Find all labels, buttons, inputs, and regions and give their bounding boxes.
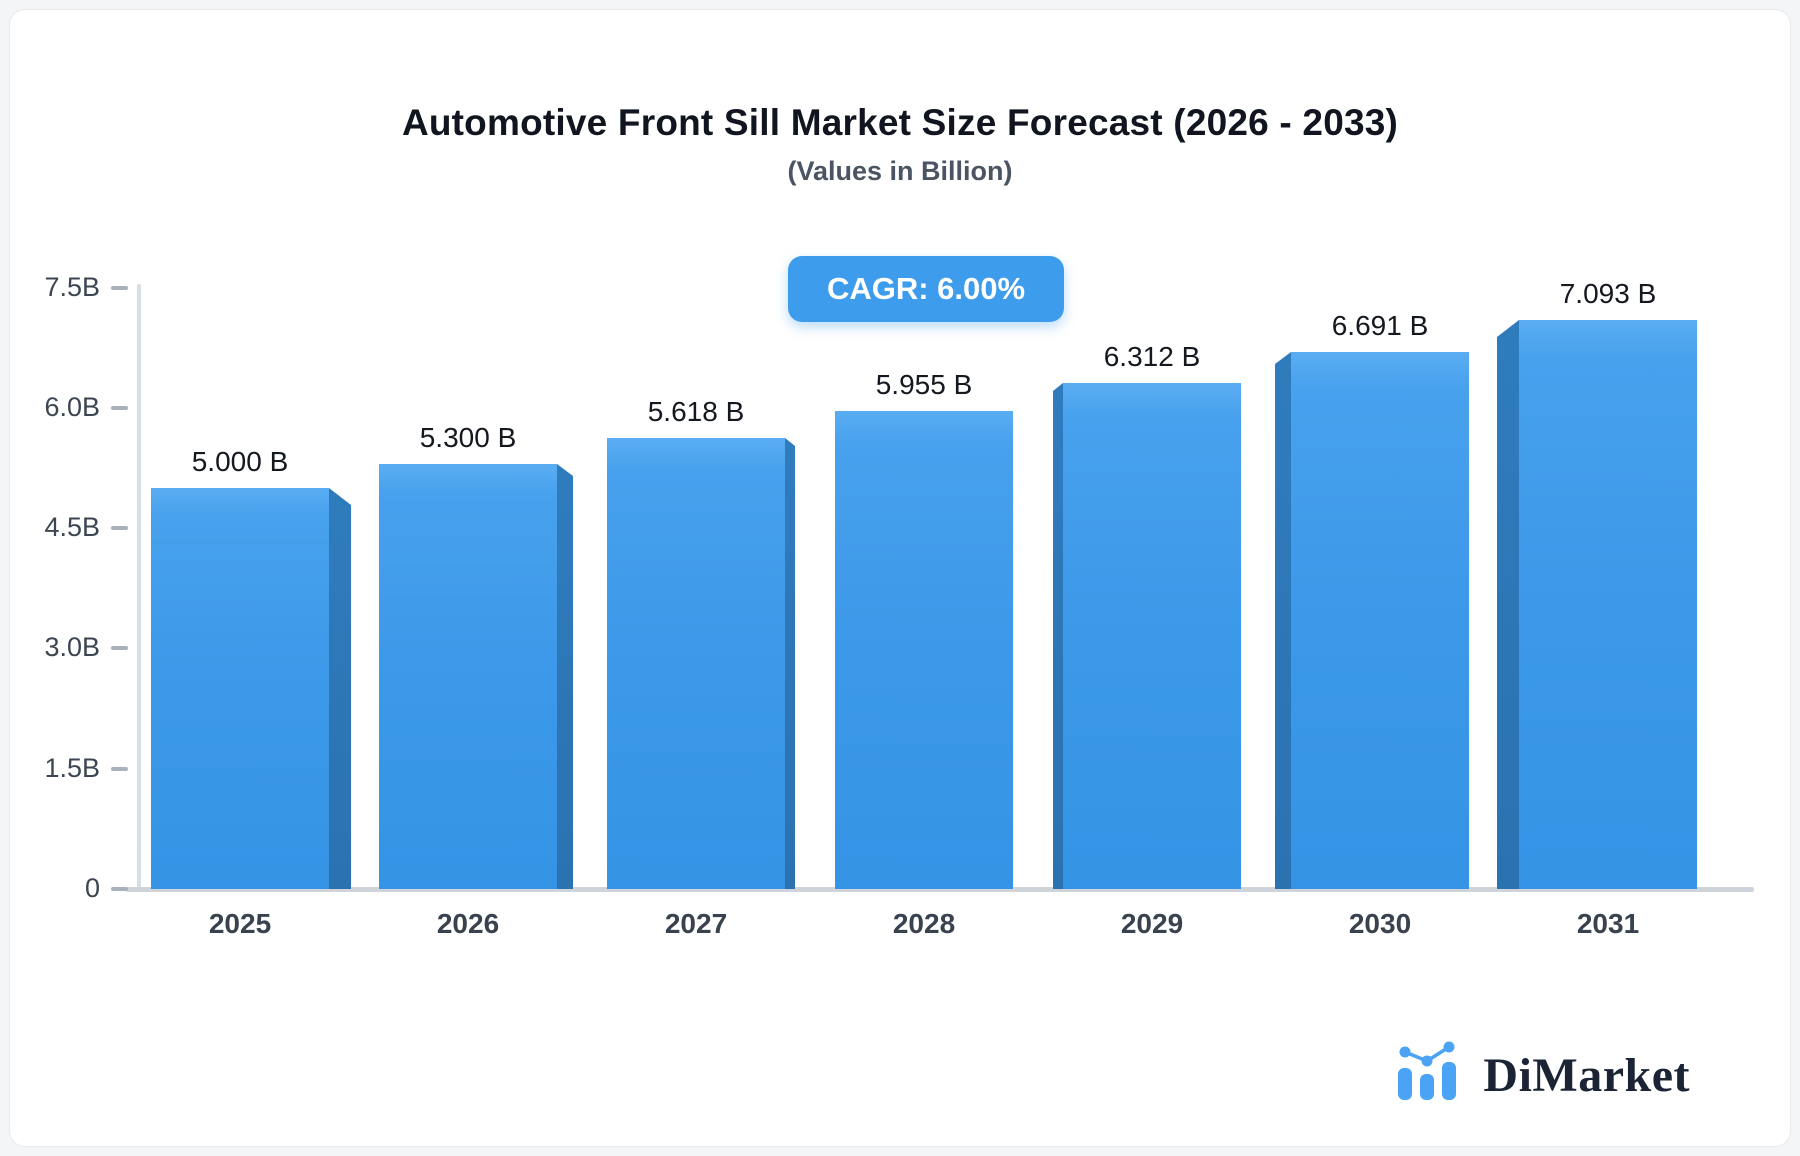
bar-2027 — [607, 438, 795, 889]
x-axis-label-2030: 2030 — [1348, 908, 1412, 939]
y-axis-tick-label: 7.5B — [44, 271, 100, 302]
bar-face — [379, 464, 557, 889]
y-axis-tick-label: 3.0B — [44, 632, 100, 663]
y-axis-tick-mark — [111, 646, 128, 651]
bar-chart-sparkline-icon — [1398, 1041, 1457, 1100]
bar-value-label: 6.691 B — [1331, 310, 1429, 341]
bar-chart: 0 1.5B 3.0B 4.5B 6.0B 7.5B 5.000 B 2025 5.300 B 2… — [10, 10, 1790, 1146]
y-axis-tick-label: 0 — [84, 873, 100, 903]
x-axis-label-2029: 2029 — [1120, 908, 1184, 939]
bar-face — [151, 488, 329, 889]
bar-value-label: 6.312 B — [1103, 341, 1201, 372]
cagr-badge-label: CAGR: 6.00% — [826, 271, 1026, 306]
y-axis-tick-mark — [111, 285, 128, 290]
bar-face — [1519, 320, 1697, 889]
x-axis-label-2026: 2026 — [436, 908, 500, 939]
x-axis-baseline — [126, 887, 1754, 892]
bar-value-label: 5.000 B — [191, 446, 289, 477]
bar-3d-side — [1497, 320, 1519, 889]
bar-3d-side — [1053, 383, 1063, 889]
bar-2029 — [1053, 383, 1241, 889]
bar-value-label: 5.618 B — [647, 396, 745, 427]
bar-3d-side — [329, 488, 351, 889]
bar-3d-side — [1275, 352, 1291, 889]
y-axis-tick-mark — [111, 405, 128, 410]
bar-2026 — [379, 464, 573, 889]
bar-3d-side — [785, 438, 795, 889]
bar-2025 — [151, 488, 351, 889]
dimarket-logo: DiMarket — [1395, 1038, 1690, 1100]
y-axis-tick-mark — [111, 887, 128, 891]
bar-3d-side — [557, 464, 573, 889]
bar-value-label: 5.955 B — [875, 369, 973, 400]
bar-face — [835, 411, 1013, 889]
y-axis-tick-label: 4.5B — [44, 512, 100, 543]
x-axis-label-2025: 2025 — [208, 908, 272, 939]
x-axis-label-2028: 2028 — [892, 908, 956, 939]
x-axis-label-2031: 2031 — [1576, 908, 1640, 939]
y-axis-tick-label: 1.5B — [44, 752, 100, 783]
y-axis-tick-mark — [111, 526, 128, 531]
bar-2030 — [1275, 352, 1469, 889]
bar-2028 — [835, 411, 1013, 889]
y-axis-tick-label: 6.0B — [44, 391, 100, 422]
bar-face — [1291, 352, 1469, 889]
chart-title: Automotive Front Sill Market Size Foreca… — [401, 102, 1399, 143]
logo-wordmark: DiMarket — [1483, 1049, 1690, 1102]
y-axis-tick-mark — [111, 766, 128, 771]
x-axis-label-2027: 2027 — [664, 908, 728, 939]
bar-face — [1063, 383, 1241, 889]
chart-card: Automotive Front Sill Market Size Foreca… — [9, 9, 1791, 1147]
y-axis-line — [137, 284, 141, 889]
bar-2031 — [1497, 320, 1697, 889]
cagr-badge: CAGR: 6.00% — [788, 256, 1064, 322]
bar-value-label: 7.093 B — [1559, 278, 1657, 309]
bar-face — [607, 438, 785, 889]
bar-value-label: 5.300 B — [419, 422, 517, 453]
chart-subtitle: (Values in Billion) — [787, 156, 1013, 186]
